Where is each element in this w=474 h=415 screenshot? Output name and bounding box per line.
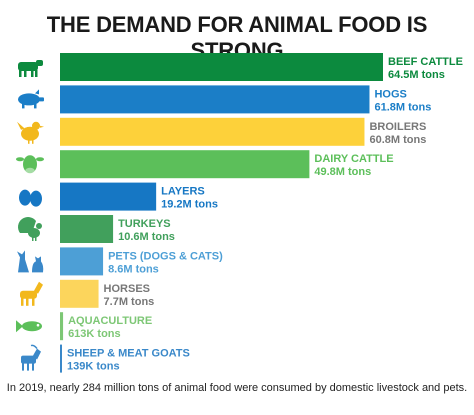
category-label: AQUACULTURE [68,315,152,327]
hog-icon [18,89,44,109]
category-label: BROILERS [369,121,426,133]
value-label: 613K tons [68,328,121,340]
value-label: 7.7M tons [104,296,155,308]
bar-broilers [60,117,365,146]
bar-sheep-meat-goats [60,344,62,373]
chicken-icon [17,121,44,144]
bar-dairy-cattle [60,150,310,179]
category-label: HOGS [374,88,406,100]
bar-hogs [60,85,370,114]
bar-horses [60,279,99,308]
category-label: SHEEP & MEAT GOATS [67,348,190,360]
category-label: LAYERS [161,186,205,198]
fish-icon [16,320,42,333]
category-label: DAIRY CATTLE [314,153,393,165]
dairy-cow-icon [16,155,44,175]
turkey-icon [18,217,42,241]
bar-aquaculture [60,312,64,341]
value-label: 60.8M tons [369,134,426,146]
value-label: 49.8M tons [314,166,371,178]
goat-icon [21,344,41,371]
value-label: 8.6M tons [108,263,159,275]
chart-caption: In 2019, nearly 284 million tons of anim… [6,382,468,394]
chart-title: THE DEMAND FOR ANIMAL FOOD IS STRONG [46,12,428,63]
value-label: 61.8M tons [374,101,431,113]
bar-beef-cattle [60,53,383,81]
bar-layers [60,182,157,211]
category-label: TURKEYS [118,218,171,230]
bar-pets-dogs-cats [60,247,104,276]
horse-icon [20,281,43,306]
eggs-icon [19,189,42,207]
value-label: 10.6M tons [118,231,175,243]
category-label: HORSES [104,283,150,295]
value-label: 64.5M tons [388,69,445,81]
dog-cat-icon [17,250,44,273]
value-label: 139K tons [67,361,120,373]
bar-turkeys [60,215,114,243]
category-label: BEEF CATTLE [388,56,463,68]
cow-icon [18,60,43,77]
category-label: PETS (DOGS & CATS) [108,250,223,262]
value-label: 19.2M tons [161,199,218,211]
